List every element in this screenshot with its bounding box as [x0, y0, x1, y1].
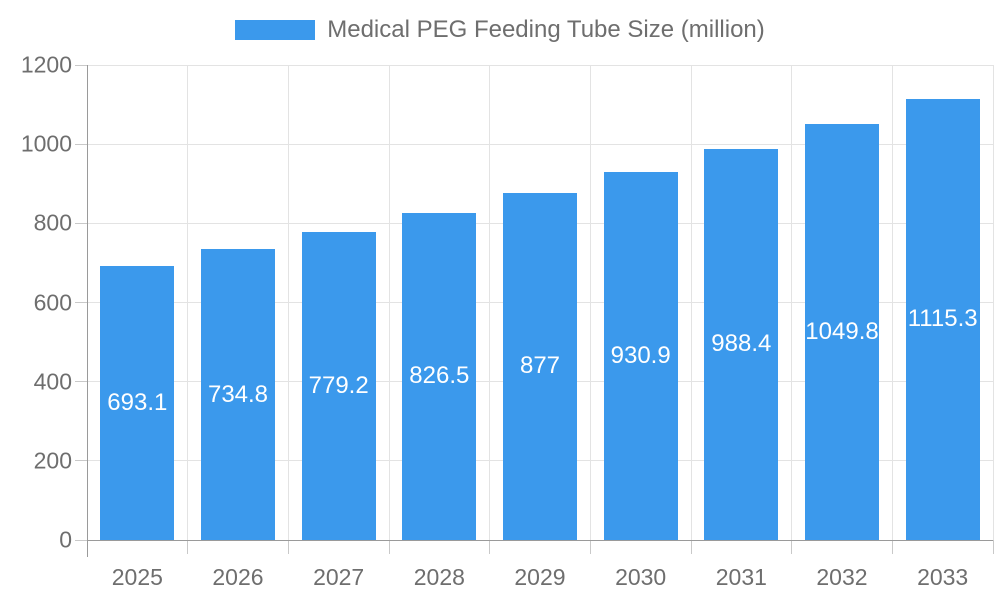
y-tick-label: 1200 [20, 51, 72, 78]
bar [603, 171, 678, 540]
x-axis-tick [791, 540, 793, 554]
gridline-vertical [287, 65, 289, 540]
y-tick-label: 600 [33, 289, 72, 315]
y-axis-tick [75, 460, 87, 462]
gridline-vertical [791, 65, 793, 540]
y-axis-tick [75, 64, 87, 66]
bar [301, 231, 376, 540]
gridline-vertical [891, 65, 893, 540]
legend-label: Medical PEG Feeding Tube Size (million) [327, 16, 765, 43]
bar-value-label: 1049.8 [805, 318, 879, 346]
bar [402, 212, 477, 540]
gridline-vertical [992, 65, 994, 540]
bar [100, 265, 175, 540]
bar-value-label: 734.8 [207, 380, 269, 408]
gridline-vertical [489, 65, 491, 540]
y-axis-tick [75, 302, 87, 303]
bar-value-label: 1115.3 [907, 305, 978, 333]
bar-value-label: 826.5 [409, 362, 470, 390]
y-axis-tick [75, 539, 87, 541]
gridline-vertical [187, 65, 189, 540]
x-tick-label: 2030 [615, 564, 667, 590]
y-tick-label: 1000 [20, 130, 72, 157]
bar-value-label: 988.4 [711, 330, 772, 358]
bar-value-label: 693.1 [107, 388, 168, 416]
x-axis-tick [992, 540, 994, 554]
y-tick-label: 400 [33, 368, 72, 395]
x-axis-tick [589, 540, 591, 554]
gridline-vertical [589, 65, 591, 540]
bar-value-label: 877 [519, 352, 561, 380]
y-axis-tick [75, 143, 87, 145]
x-tick-label: 2028 [413, 564, 465, 590]
gridline-horizontal [87, 64, 993, 66]
x-tick-label: 2032 [816, 564, 868, 590]
x-tick-label: 2029 [514, 564, 566, 590]
bar [503, 192, 577, 540]
bar [805, 124, 879, 540]
x-tick-label: 2026 [212, 564, 264, 590]
x-tick-label: 2027 [313, 564, 365, 590]
y-axis-tick [75, 381, 87, 383]
bar [201, 249, 275, 540]
x-axis-tick [891, 540, 893, 554]
x-axis-line [87, 539, 993, 541]
y-tick-label: 200 [33, 447, 72, 474]
x-axis-tick [287, 540, 289, 554]
y-axis-line [86, 65, 88, 557]
y-tick-label: 800 [33, 209, 72, 236]
x-axis-tick [388, 540, 390, 554]
y-tick-label: 0 [59, 526, 72, 553]
x-tick-label: 2025 [111, 564, 163, 590]
y-axis-tick [75, 222, 87, 224]
x-tick-label: 2033 [917, 564, 969, 590]
x-axis-tick [489, 540, 491, 554]
gridline-vertical [388, 65, 390, 540]
gridline-horizontal [87, 143, 993, 145]
bar [704, 148, 779, 540]
bar-value-label: 779.2 [308, 371, 369, 399]
legend-swatch [235, 20, 316, 40]
bar-value-label: 930.9 [610, 341, 671, 369]
bar [905, 98, 980, 540]
x-axis-tick [690, 540, 692, 554]
gridline-vertical [690, 65, 692, 540]
legend-item[interactable]: Medical PEG Feeding Tube Size (million) [0, 16, 1000, 44]
x-axis-tick [187, 540, 189, 554]
x-tick-label: 2031 [715, 564, 767, 590]
